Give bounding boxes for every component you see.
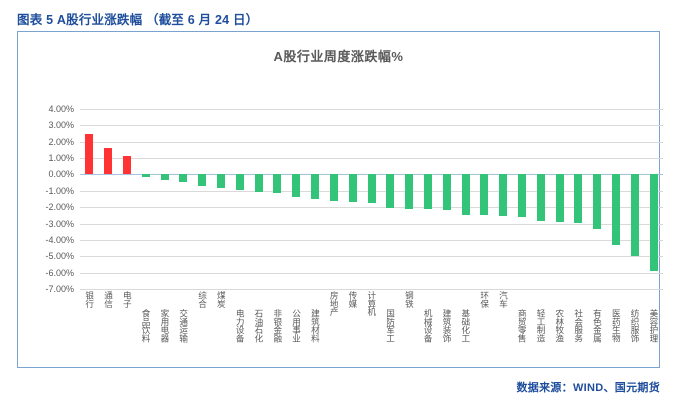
bar — [217, 174, 226, 188]
bar — [517, 174, 526, 217]
chart-frame: A股行业周度涨跌幅% 4.00% 3.00% 2.00% 1.00% 0.00% -1.0… — [17, 31, 663, 368]
gridline — [80, 272, 663, 274]
bar — [160, 174, 169, 180]
x-tick-label: 商贸零售 — [517, 309, 528, 343]
y-tick-label: -4.00% — [45, 234, 74, 245]
x-tick-label: 电子 — [122, 291, 133, 308]
gridline — [80, 141, 663, 143]
bar — [630, 174, 639, 257]
y-tick-label: 0.00% — [48, 169, 74, 180]
x-tick-label: 建筑材料 — [310, 309, 321, 343]
y-tick-label: -2.00% — [45, 202, 74, 213]
bar — [123, 156, 132, 175]
bar — [480, 174, 489, 216]
y-tick-label: -7.00% — [45, 284, 74, 294]
y-tick-label: 4.00% — [48, 104, 74, 114]
chart-title: A股行业周度涨跌幅% — [273, 49, 404, 64]
x-tick-label: 交通运输 — [178, 309, 189, 343]
plot-area: 4.00% 3.00% 2.00% 1.00% 0.00% -1.00% -2.00% -3.… — [45, 104, 663, 294]
bar — [198, 174, 207, 187]
bar — [141, 174, 150, 178]
bar — [292, 174, 301, 197]
gridline — [80, 207, 663, 209]
gridline — [80, 109, 663, 110]
bar — [104, 148, 113, 175]
bar — [386, 174, 395, 208]
x-tick-label: 公用事业 — [291, 309, 302, 343]
bar — [85, 134, 94, 175]
bar — [367, 174, 376, 203]
bar — [555, 174, 564, 222]
x-tick-label: 钢铁 — [404, 291, 415, 308]
bar — [311, 174, 320, 199]
x-tick-label: 煤炭 — [216, 291, 227, 308]
y-tick-label: -1.00% — [45, 185, 74, 196]
x-tick-label: 环保 — [479, 291, 490, 308]
x-tick-label: 农林牧渔 — [554, 309, 565, 343]
gridline — [80, 223, 663, 225]
bar — [405, 174, 414, 209]
bar — [348, 174, 357, 202]
x-tick-label: 家用电器 — [159, 309, 170, 343]
x-tick-label: 轻工制造 — [536, 309, 547, 343]
x-tick-label: 国防军工 — [385, 309, 396, 343]
y-tick-label: -6.00% — [45, 267, 74, 278]
y-tick-label: -3.00% — [45, 218, 74, 229]
x-axis-labels: 银行 通信 电子 食品饮料 家用电器 交通运输 综合 煤炭 电力设备 石油石化 非银金融 公用事业 建筑… — [80, 291, 663, 363]
x-tick-label: 汽车 — [498, 291, 509, 308]
figure-caption: 图表 5 A股行业涨跌幅 （截至 6 月 24 日） — [17, 13, 259, 27]
x-tick-label: 食品饮料 — [141, 309, 152, 343]
bar — [329, 174, 338, 201]
bar — [254, 174, 263, 192]
x-tick-label: 石油石化 — [253, 309, 264, 343]
gridline — [80, 289, 663, 290]
x-tick-label: 传媒 — [347, 291, 358, 308]
x-tick-label: 建筑装饰 — [442, 309, 453, 343]
source-note: 数据来源：WIND、国元期货 — [516, 382, 660, 394]
x-tick-label: 房地产 — [329, 291, 340, 316]
x-tick-label: 通信 — [103, 291, 114, 308]
y-tick-label: 2.00% — [48, 136, 74, 147]
x-tick-label: 医药生物 — [611, 309, 622, 343]
x-tick-label: 非银金融 — [272, 309, 283, 343]
gridline — [80, 158, 663, 160]
y-tick-label: -5.00% — [45, 251, 74, 262]
bar — [649, 174, 658, 271]
bar — [536, 174, 545, 221]
bar — [499, 174, 508, 217]
x-tick-label: 社会服务 — [573, 309, 584, 343]
bar — [423, 174, 432, 210]
x-tick-label: 纺织服饰 — [630, 309, 641, 343]
x-tick-label: 电力设备 — [235, 309, 246, 343]
bar — [442, 174, 451, 210]
x-tick-label: 机械设备 — [423, 309, 434, 343]
x-tick-label: 计算机 — [366, 291, 377, 316]
x-tick-label: 有色金属 — [592, 309, 603, 343]
bars-group — [80, 109, 663, 289]
x-tick-label: 基础化工 — [460, 309, 471, 343]
bar — [179, 174, 188, 182]
bar — [235, 174, 244, 190]
bar — [611, 174, 620, 245]
x-tick-label: 银行 — [84, 291, 95, 308]
bar — [593, 174, 602, 230]
y-tick-label: 1.00% — [48, 153, 74, 164]
x-tick-label: 综合 — [197, 291, 208, 308]
y-tick-label: 3.00% — [48, 120, 74, 131]
x-tick-label: 美容护理 — [648, 309, 659, 343]
gridline — [80, 256, 663, 258]
bar — [273, 174, 282, 193]
gridline — [80, 125, 663, 127]
gridline — [80, 239, 663, 241]
bar — [461, 174, 470, 215]
bar — [574, 174, 583, 223]
